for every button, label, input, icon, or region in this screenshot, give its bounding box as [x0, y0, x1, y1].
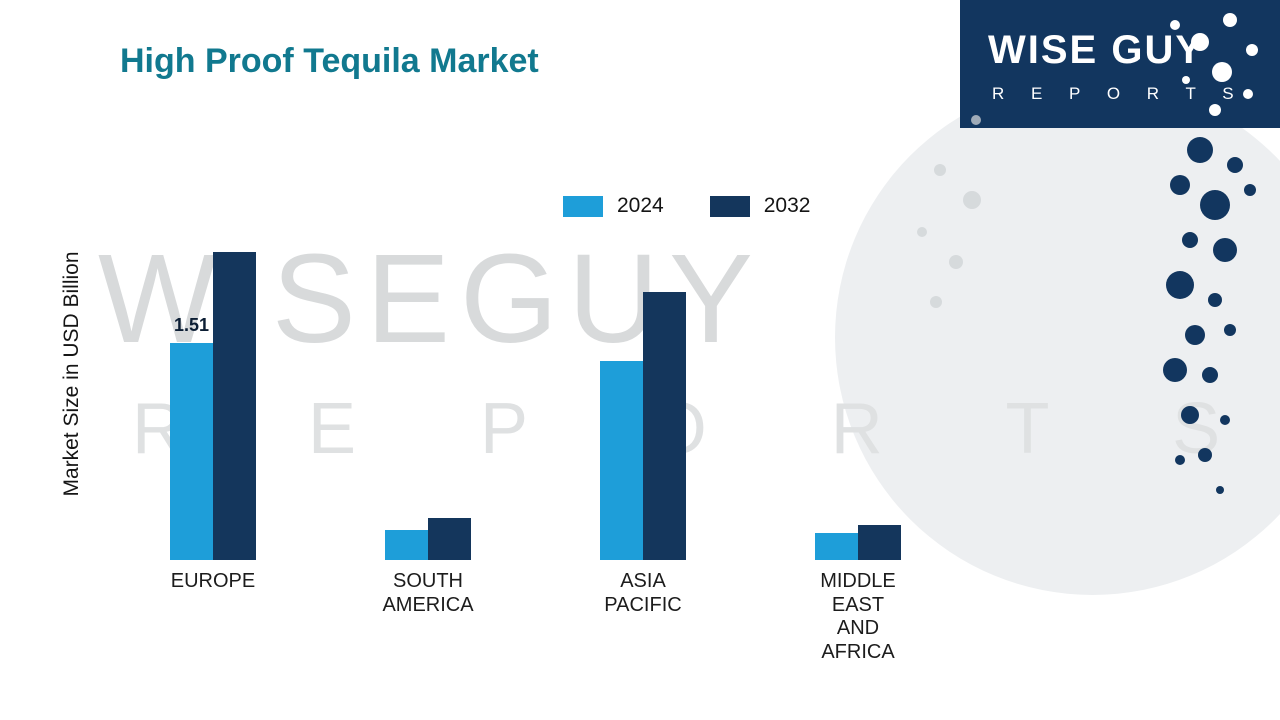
legend: 2024 2032: [563, 194, 810, 218]
bar-2032: [428, 518, 471, 560]
bar-2032: [643, 292, 686, 560]
bar-2024: [815, 533, 858, 560]
category-label: MIDDLE EAST AND AFRICA: [820, 570, 896, 663]
legend-swatch-2024: [563, 195, 603, 217]
bar-group: EUROPE: [133, 200, 293, 592]
bar-2024: [170, 343, 213, 560]
bar-2024: [600, 361, 643, 560]
legend-label-2024: 2024: [617, 194, 664, 217]
legend-label-2032: 2032: [763, 194, 811, 217]
category-label: SOUTH AMERICA: [382, 570, 474, 616]
plot-area: EUROPE SOUTH AMERICA ASIA PACIFIC MIDDLE EAST A…: [120, 200, 980, 663]
category-label: EUROPE: [170, 570, 256, 592]
logo: WISE GUY R E P O R T S: [960, 0, 1280, 128]
legend-item-2024: 2024: [563, 194, 664, 218]
bar-group: MIDDLE EAST AND AFRICA: [778, 200, 938, 663]
y-axis-label: Market Size in USD Billion: [60, 251, 83, 497]
page-title: High Proof Tequila Market: [120, 42, 539, 80]
logo-wordmark: WISE GUY: [988, 28, 1205, 72]
bar-group: ASIA PACIFIC: [563, 200, 723, 616]
bar-2024: [385, 530, 428, 560]
logo-subtitle: R E P O R T S: [992, 84, 1245, 103]
category-label: ASIA PACIFIC: [604, 570, 682, 616]
bar-value-label: 1.51: [173, 314, 210, 335]
bar-group: SOUTH AMERICA: [348, 200, 508, 616]
bar-2032: [213, 252, 256, 560]
background-circle: [835, 80, 1280, 595]
legend-item-2032: 2032: [709, 194, 811, 218]
bar-2032: [858, 525, 901, 560]
legend-swatch-2032: [709, 195, 750, 217]
